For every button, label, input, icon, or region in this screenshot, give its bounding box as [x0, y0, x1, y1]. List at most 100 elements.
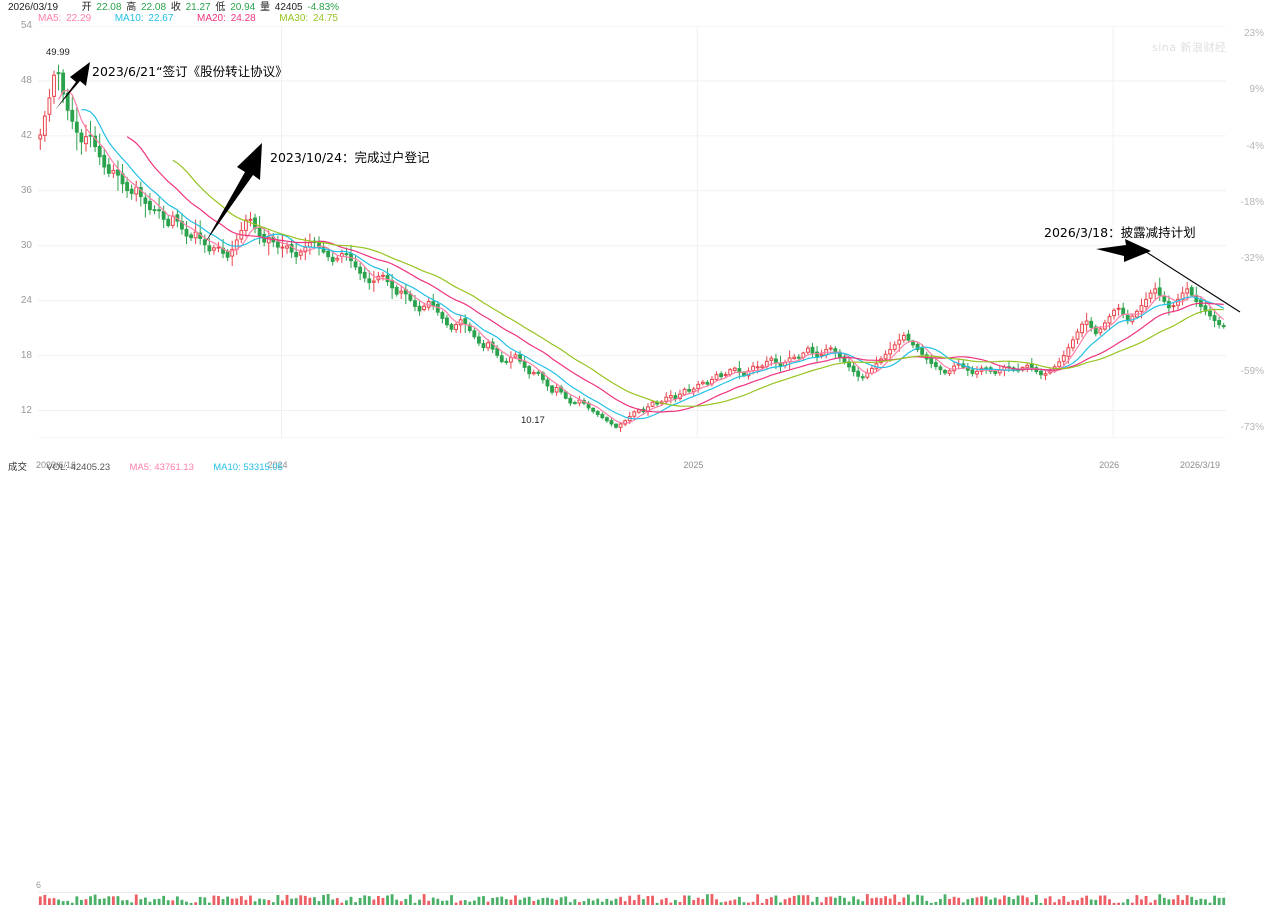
candle-body — [1075, 331, 1080, 340]
volume-bar — [230, 898, 234, 905]
candle-body — [682, 388, 687, 396]
volume-bar — [185, 901, 188, 905]
volume-bar — [504, 899, 508, 905]
candle-body — [1208, 310, 1212, 317]
ma30-line — [172, 159, 1224, 407]
volume-bar — [737, 896, 741, 905]
candle-body — [600, 413, 605, 419]
candle-body — [148, 200, 152, 211]
volume-bar — [249, 895, 252, 905]
volume-bar — [436, 898, 440, 905]
candle-body — [230, 248, 235, 257]
volume-bar — [765, 898, 769, 905]
volume-bar — [153, 899, 156, 905]
candle-body — [216, 246, 221, 249]
low-value: 20.94 — [230, 2, 256, 13]
volume-bar — [440, 900, 444, 905]
candle-body — [687, 388, 692, 392]
vol-ma5-value: 43761.13 — [154, 462, 194, 473]
volume-bar — [262, 899, 266, 905]
candle-body — [102, 154, 107, 168]
ma20-label: MA20: — [197, 13, 226, 24]
candle-body — [440, 312, 445, 319]
candle-body — [568, 397, 573, 404]
candle-body — [106, 164, 111, 174]
volume-bar — [852, 896, 856, 905]
volume-bar — [756, 894, 760, 905]
volume-bar — [1103, 895, 1107, 905]
y-tick-18: 18 — [20, 349, 32, 361]
candle-body — [714, 374, 719, 380]
volume-bar — [66, 900, 70, 905]
candle-body — [385, 274, 390, 283]
volume-bar — [134, 894, 138, 905]
ma10-label: MA10: — [114, 13, 144, 24]
volume-bar — [381, 898, 385, 905]
volume-bar — [459, 900, 463, 905]
candle-body — [1102, 322, 1107, 330]
volume-bar — [801, 895, 805, 905]
candle-body — [760, 365, 765, 369]
y-tick-30: 30 — [20, 239, 32, 251]
open-label: 开 — [81, 2, 92, 13]
candle-body — [1107, 316, 1112, 324]
candle-body — [1189, 287, 1194, 296]
candle-body — [623, 420, 628, 425]
volume-bar — [660, 899, 664, 905]
y-tick-42: 42 — [20, 129, 32, 141]
volume-bar — [980, 896, 983, 905]
volume-bar — [1012, 899, 1015, 905]
volume-bar — [1048, 896, 1052, 905]
volume-bar — [258, 898, 262, 905]
candle-body — [422, 305, 427, 311]
candle-body — [431, 301, 436, 307]
volume-bar — [408, 894, 412, 905]
volume-bar — [833, 897, 837, 905]
candle-body — [353, 261, 358, 268]
candle-body — [65, 92, 70, 111]
volume-bar — [957, 897, 961, 905]
x-tick-3: 2026 — [1099, 460, 1120, 470]
ma30-label: MA30: — [279, 13, 309, 24]
low-point-label: 10.17 — [521, 415, 545, 426]
volume-bar — [559, 897, 563, 905]
candle-body — [330, 256, 335, 262]
volume-bar — [79, 899, 83, 905]
volume-bar — [363, 895, 367, 905]
candle-body — [723, 373, 728, 377]
volume-bar — [1181, 899, 1185, 905]
volume-bar — [395, 899, 399, 905]
volume-bar — [541, 898, 545, 905]
candle-body — [52, 74, 56, 97]
volume-bar — [1057, 899, 1061, 905]
volume-bar — [116, 896, 120, 905]
volume-bar — [198, 896, 202, 905]
candle-body — [504, 360, 509, 363]
candle-body — [1212, 315, 1217, 322]
candle-body — [508, 357, 513, 363]
volume-bar — [345, 900, 348, 905]
candle-body — [481, 343, 486, 348]
vol-ma10-label: MA10: — [213, 462, 241, 473]
volume-bar — [1153, 899, 1157, 905]
candle-body — [207, 245, 212, 252]
candle-body — [915, 343, 920, 351]
candle-body — [193, 231, 198, 239]
high-point-label: 49.99 — [46, 47, 70, 58]
volume-bar — [390, 894, 394, 905]
volume-panel: 6 成交 VOL: 42405.23 MA5: 43761.13 MA10: 5… — [0, 440, 1266, 905]
candle-body — [399, 290, 404, 294]
candle-body — [609, 420, 614, 425]
candle-body — [1080, 323, 1084, 334]
candle-body — [134, 186, 139, 195]
low-label: 低 — [215, 2, 226, 13]
volume-bar — [162, 895, 166, 905]
volume-bar — [532, 901, 536, 905]
right-tick-2: -4% — [1246, 140, 1264, 152]
candle-body — [152, 209, 157, 212]
volume-bar — [1085, 895, 1089, 905]
candle-body — [326, 250, 331, 258]
ma5-value: 22.29 — [66, 13, 92, 24]
volume-bar — [84, 899, 88, 905]
